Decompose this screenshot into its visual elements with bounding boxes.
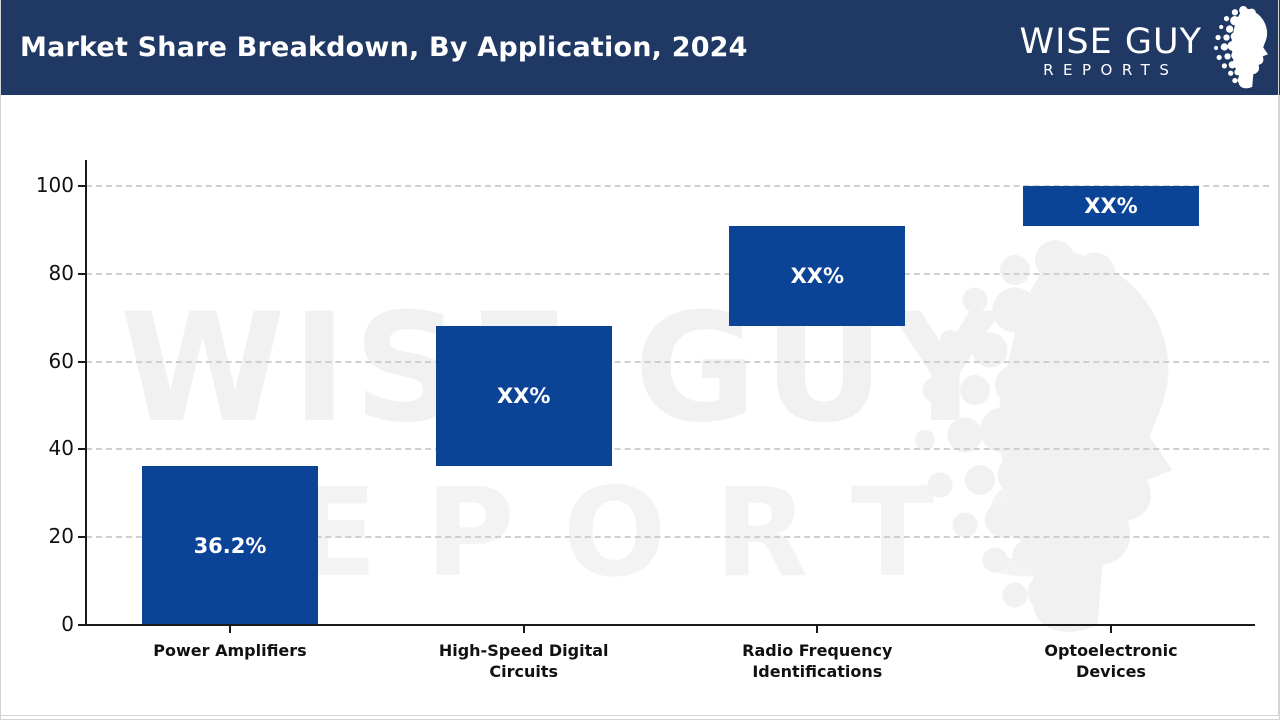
- bar-segment: 36.2%: [142, 466, 318, 625]
- bar-segment: XX%: [729, 225, 906, 327]
- y-tick-label: 0: [61, 612, 74, 636]
- x-tick-mark: [229, 626, 231, 633]
- y-tick-mark: [78, 185, 86, 187]
- gridline-60: [86, 360, 1269, 363]
- y-axis-line: [85, 160, 87, 626]
- logo-wordmark: WISE GUY: [1019, 22, 1202, 62]
- category-label: Power Amplifiers: [153, 641, 307, 660]
- logo-subtext: REPORTS: [1043, 61, 1179, 79]
- bar-value-label: XX%: [496, 384, 551, 409]
- y-tick-label: 60: [48, 348, 74, 373]
- y-tick-mark: [78, 360, 86, 363]
- gridline-40: [86, 448, 1269, 451]
- y-tick-mark: [78, 624, 86, 626]
- y-tick-mark: [78, 448, 86, 451]
- category-label: High-Speed Digital Circuits: [438, 641, 609, 681]
- bar-segment: XX%: [1023, 186, 1199, 226]
- x-axis-line: [85, 624, 1255, 626]
- gridline-100: [86, 185, 1269, 187]
- gridline-80: [86, 272, 1269, 275]
- x-tick-mark: [1110, 626, 1112, 633]
- page-title: Market Share Breakdown, By Application, …: [20, 32, 748, 63]
- bar-segment: XX%: [435, 326, 612, 467]
- category-label: Optoelectronic Devices: [1044, 641, 1178, 681]
- bar-value-label: XX%: [1084, 193, 1138, 218]
- bar-value-label: XX%: [790, 263, 845, 288]
- watermark-head-icon: [915, 240, 1173, 632]
- bar-value-label: 36.2%: [193, 533, 267, 558]
- y-tick-label: 40: [48, 436, 74, 461]
- y-tick-mark: [78, 536, 86, 539]
- y-tick-label: 20: [48, 524, 74, 549]
- header: Market Share Breakdown, By Application, …: [0, 0, 1280, 95]
- y-tick-mark: [78, 272, 86, 275]
- category-label: Radio Frequency Identifications: [742, 641, 893, 681]
- x-tick-mark: [816, 626, 819, 633]
- wise-guy-logo: WISE GUY REPORTS: [1019, 0, 1272, 95]
- x-tick-mark: [522, 626, 525, 633]
- gridline-20: [86, 536, 1269, 539]
- y-tick-label: 80: [48, 260, 74, 285]
- logo-text: WISE GUY REPORTS: [1019, 24, 1202, 79]
- y-tick-label: 100: [35, 173, 74, 197]
